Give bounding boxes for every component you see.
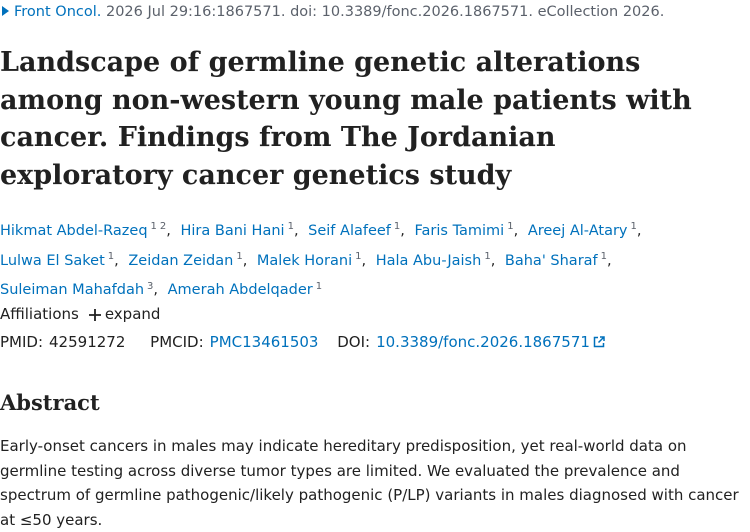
author: Hira Bani Hani 1 [180, 221, 304, 239]
article-title: Landscape of germline genetic alteration… [0, 47, 692, 191]
author: Baha' Sharaf 1 [504, 250, 617, 269]
author-name[interactable]: Faris Tamimi [414, 222, 505, 239]
doi-link[interactable]: 10.3389/fonc.2026.1867571 [376, 333, 590, 351]
author-name[interactable]: Amerah Abdelqader [167, 282, 313, 299]
author: Suleiman Mahafdah 3 [0, 280, 163, 299]
author-name[interactable]: Areej Al-Atary [527, 222, 628, 239]
author-name[interactable]: Malek Horani [256, 252, 353, 269]
author: Hikmat Abdel-Razeq 1 2 [0, 221, 176, 239]
external-link-icon [593, 336, 605, 348]
affiliation-ref[interactable]: 1 [150, 221, 157, 232]
affiliation-ref[interactable]: 1 [600, 250, 608, 262]
author: Areej Al-Atary 1 [527, 221, 647, 239]
author: Hala Abu-Jaish 1 [375, 250, 501, 269]
affiliation-ref[interactable]: 1 [287, 221, 294, 232]
citation-details: 2026 Jul 29:16:1867571. doi: 10.3389/fon… [105, 4, 665, 20]
affiliations-label: Affiliations [0, 305, 79, 323]
author-name[interactable]: Zeidan Zeidan [128, 252, 234, 269]
affiliation-ref[interactable]: 2 [159, 221, 167, 232]
expand-triangle[interactable] [0, 5, 10, 17]
affiliation-ref[interactable]: 3 [147, 280, 154, 292]
pmid-label: PMID: [0, 333, 44, 351]
author-name[interactable]: Suleiman Mahafdah [0, 282, 145, 299]
author-name[interactable]: Hira Bani Hani [180, 222, 285, 239]
affiliation-ref[interactable]: 1 [484, 250, 491, 262]
author-name[interactable]: Seif Alafeef [308, 222, 391, 239]
author: Malek Horani 1 [256, 250, 371, 269]
affiliation-ref[interactable]: 1 [355, 250, 362, 262]
body: Front Oncol. 2026 Jul 29:16:1867571. doi… [0, 4, 739, 529]
author-name[interactable]: Hikmat Abdel-Razeq [0, 222, 148, 239]
page: {"citation": {"journal": "Front Oncol.",… [0, 4, 739, 529]
affiliation-ref[interactable]: 1 [630, 221, 637, 232]
expand-toggle[interactable]: expand [104, 305, 161, 323]
identifiers: PMID: 42591272 PMCID: PMC13461503 DOI: 10.3… [0, 333, 605, 351]
pmcid-label: PMCID: [150, 333, 204, 351]
journal-link[interactable]: Front Oncol. [14, 4, 102, 20]
affiliations: Affiliations expand [0, 305, 160, 323]
author-name[interactable]: Baha' Sharaf [504, 252, 598, 269]
author: Zeidan Zeidan 1 [128, 250, 252, 269]
affiliation-ref[interactable]: 1 [393, 221, 401, 232]
plus-icon[interactable] [88, 309, 101, 321]
author: Amerah Abdelqader 1 [167, 280, 323, 299]
pmid: 42591272 [49, 333, 126, 351]
abstract-text: Early-onset cancers in males may indicat… [0, 437, 739, 529]
author: Lulwa El Saket 1 [0, 250, 124, 269]
affiliation-ref[interactable]: 1 [507, 221, 514, 232]
affiliation-ref[interactable]: 1 [236, 250, 243, 262]
author-name[interactable]: Hala Abu-Jaish [375, 252, 482, 269]
doi-label: DOI: [337, 333, 371, 351]
author: Seif Alafeef 1 [308, 221, 410, 239]
author: Faris Tamimi 1 [414, 221, 524, 239]
affiliation-ref[interactable]: 1 [315, 280, 323, 292]
affiliation-ref[interactable]: 1 [107, 250, 115, 262]
pmcid-link[interactable]: PMC13461503 [209, 333, 319, 351]
citation: Front Oncol. 2026 Jul 29:16:1867571. doi… [0, 4, 664, 20]
author-name[interactable]: Lulwa El Saket [0, 252, 105, 269]
abstract-heading: Abstract [0, 390, 100, 415]
